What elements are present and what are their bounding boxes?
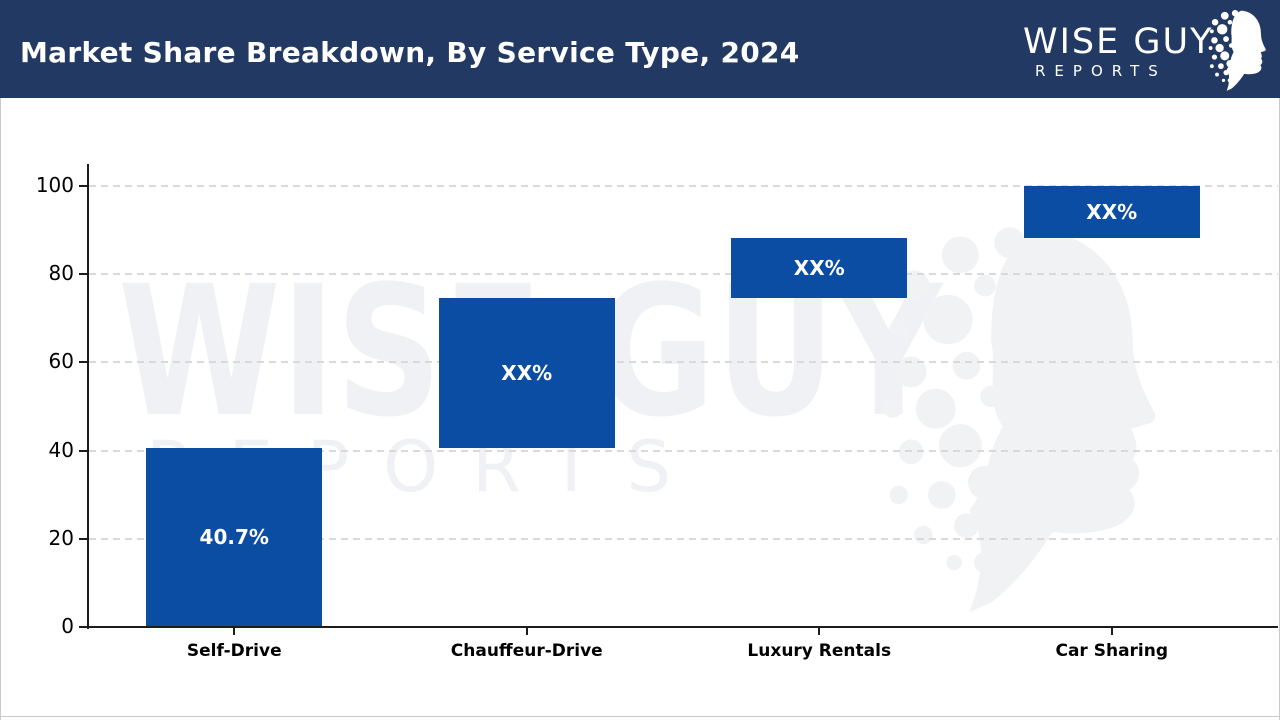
x-category-label: Chauffeur-Drive: [450, 641, 603, 661]
y-tick-label: 80: [48, 261, 74, 286]
bar-value-label: XX%: [793, 255, 845, 280]
x-axis-line: [87, 626, 1278, 628]
page-title: Market Share Breakdown, By Service Type,…: [20, 36, 800, 69]
y-tick-label: 100: [35, 173, 74, 197]
bar-value-label: XX%: [1086, 199, 1138, 224]
x-category-label: Luxury Rentals: [747, 641, 892, 661]
bar-value-label: 40.7%: [199, 525, 269, 550]
x-category-label: Self-Drive: [186, 641, 282, 661]
bar-chauffeur-drive: [438, 297, 615, 448]
y-axis-line: [87, 164, 89, 629]
y-tick-mark: [79, 185, 87, 187]
y-tick-label: 0: [61, 614, 74, 638]
gridline: [89, 185, 1278, 187]
bar-car-sharing: [1023, 186, 1200, 238]
x-tick-mark: [1110, 628, 1113, 635]
bar-luxury-rentals: [731, 237, 908, 298]
watermark-head-icon: [872, 218, 1184, 618]
wiseguy-logo: WISE GUY REPORTS: [1005, 4, 1270, 94]
y-tick-label: 40: [48, 437, 74, 462]
y-tick-mark: [79, 361, 87, 364]
gridline: [89, 537, 1278, 540]
logo-head-icon: [1206, 8, 1272, 92]
y-tick-label: 60: [48, 349, 74, 374]
y-tick-mark: [79, 626, 87, 628]
frame-edge-bottom: [0, 716, 1280, 717]
y-tick-label: 20: [48, 525, 74, 550]
bar-self-drive: [146, 447, 323, 627]
header-bar: Market Share Breakdown, By Service Type,…: [0, 0, 1280, 98]
bar-value-label: XX%: [501, 360, 553, 385]
y-tick-mark: [79, 449, 87, 452]
gridline: [89, 449, 1278, 452]
x-tick-mark: [818, 628, 821, 635]
logo-wordmark: WISE GUY: [1023, 22, 1214, 62]
x-tick-mark: [525, 628, 528, 635]
y-tick-mark: [79, 273, 87, 276]
frame-edge-left: [0, 98, 1, 720]
y-tick-mark: [79, 537, 87, 540]
logo-subtitle: REPORTS: [1035, 62, 1167, 80]
x-tick-mark: [233, 628, 236, 635]
gridline: [89, 361, 1278, 364]
x-category-label: Car Sharing: [1055, 641, 1169, 661]
gridline: [89, 273, 1278, 276]
